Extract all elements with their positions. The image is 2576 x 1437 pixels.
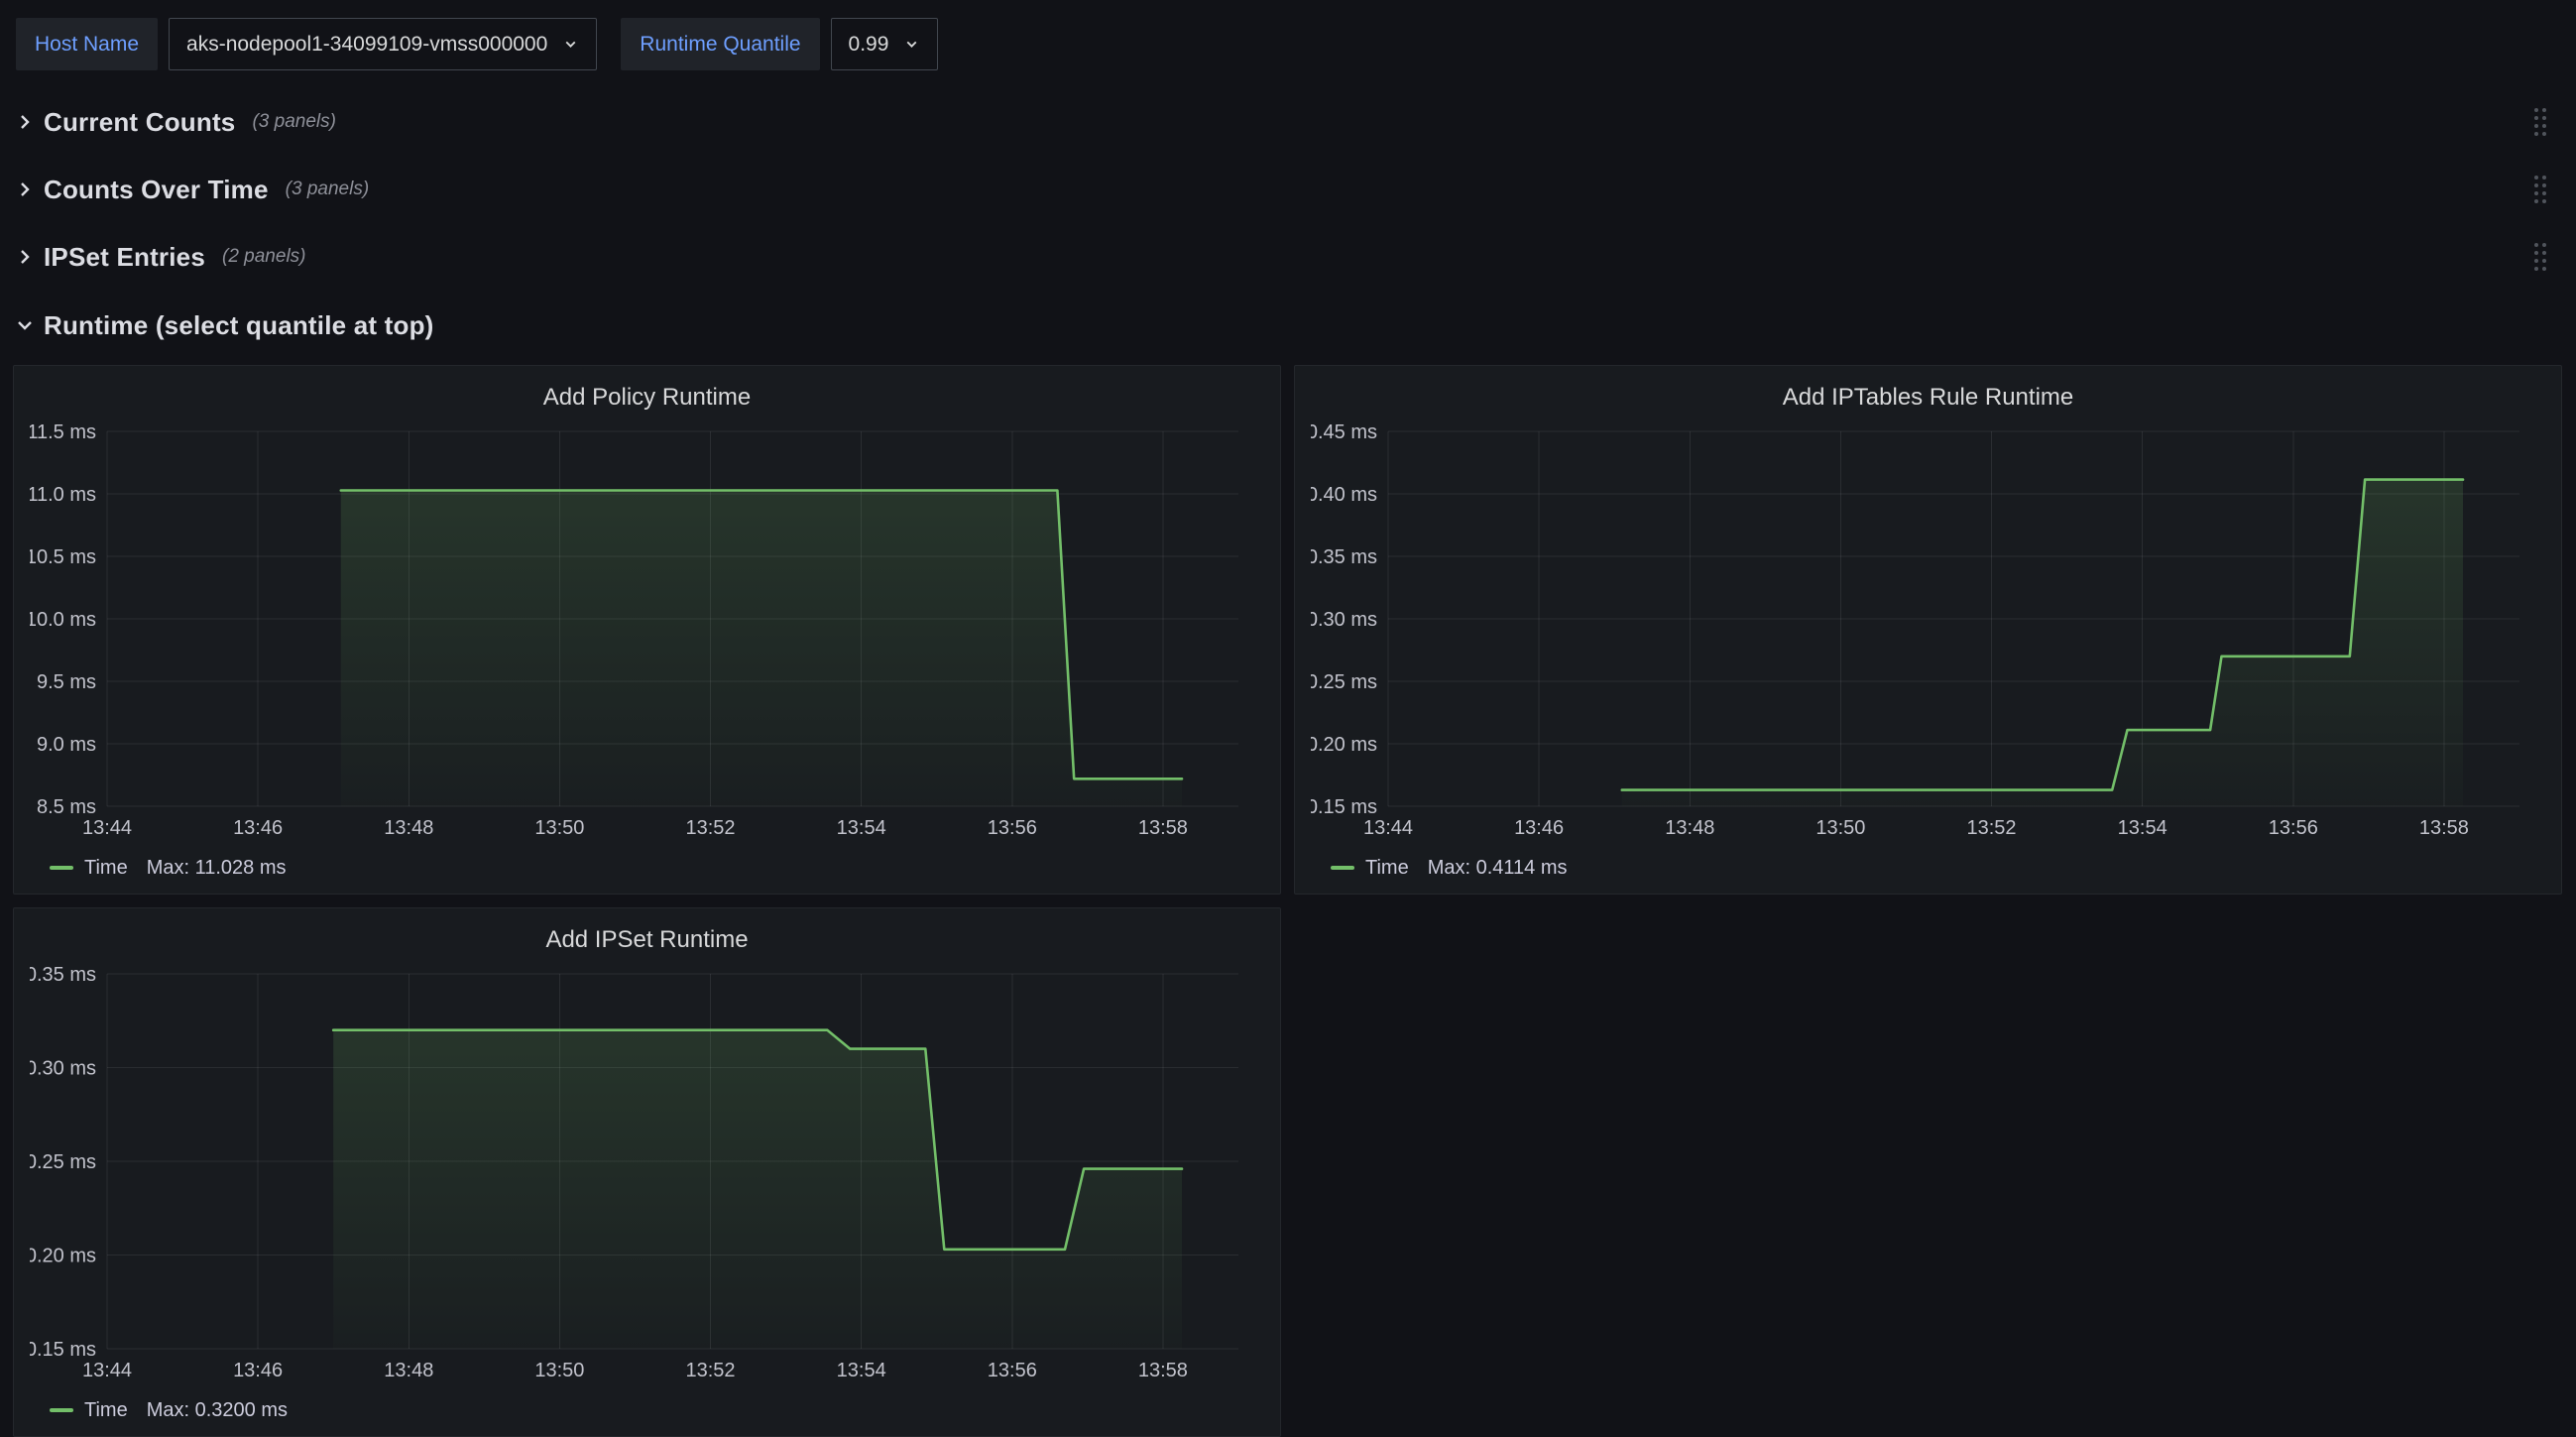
legend-series-name[interactable]: Time bbox=[1365, 856, 1409, 879]
svg-text:13:50: 13:50 bbox=[534, 817, 584, 839]
row-runtime[interactable]: Runtime (select quantile at top) bbox=[0, 291, 2576, 360]
panel-add-ipset-runtime: Add IPSet Runtime 0.15 ms 0.20 ms 0.25 ms 0… bbox=[13, 907, 1281, 1437]
timeseries-chart[interactable]: 8.5 ms 9.0 ms 9.5 ms 10.0 ms 10.5 ms 11.0 ms 1… bbox=[30, 421, 1264, 848]
svg-text:13:58: 13:58 bbox=[1138, 817, 1188, 839]
svg-text:13:46: 13:46 bbox=[1514, 817, 1564, 839]
row-drag-handle[interactable] bbox=[2530, 172, 2550, 207]
svg-text:0.35 ms: 0.35 ms bbox=[30, 964, 96, 986]
row-title: Runtime (select quantile at top) bbox=[44, 309, 434, 340]
chevron-down-icon bbox=[565, 41, 576, 48]
row-title: IPSet Entries bbox=[44, 241, 205, 272]
svg-text:0.15 ms: 0.15 ms bbox=[1311, 796, 1377, 818]
legend-series-name[interactable]: Time bbox=[84, 856, 128, 879]
row-title: Counts Over Time bbox=[44, 174, 269, 204]
svg-text:13:48: 13:48 bbox=[384, 1360, 433, 1381]
row-counts-over-time[interactable]: Counts Over Time (3 panels) bbox=[0, 156, 2576, 223]
legend-series-name[interactable]: Time bbox=[84, 1398, 128, 1421]
svg-text:0.25 ms: 0.25 ms bbox=[1311, 671, 1377, 693]
svg-text:13:52: 13:52 bbox=[1966, 817, 2016, 839]
svg-text:10.5 ms: 10.5 ms bbox=[30, 546, 96, 568]
svg-text:11.5 ms: 11.5 ms bbox=[30, 421, 96, 443]
svg-text:13:50: 13:50 bbox=[1815, 817, 1865, 839]
svg-text:9.0 ms: 9.0 ms bbox=[37, 734, 96, 756]
svg-text:0.25 ms: 0.25 ms bbox=[30, 1151, 96, 1173]
row-panel-count: (2 panels) bbox=[222, 246, 306, 267]
svg-text:13:52: 13:52 bbox=[685, 1360, 735, 1381]
svg-text:13:46: 13:46 bbox=[233, 1360, 283, 1381]
runtime-quantile-select[interactable]: 0.99 bbox=[830, 18, 939, 70]
legend-max-stat: Max: 0.4114 ms bbox=[1427, 856, 1568, 879]
svg-text:13:44: 13:44 bbox=[82, 817, 132, 839]
svg-text:13:56: 13:56 bbox=[2269, 817, 2318, 839]
chevron-down-icon bbox=[18, 321, 32, 330]
panel-title[interactable]: Add IPSet Runtime bbox=[545, 926, 749, 953]
svg-text:13:52: 13:52 bbox=[685, 817, 735, 839]
dashboard-variables-bar: Host Name aks-nodepool1-34099109-vmss000… bbox=[0, 0, 2576, 88]
row-title: Current Counts bbox=[44, 106, 236, 137]
host-name-variable: Host Name aks-nodepool1-34099109-vmss000… bbox=[16, 18, 598, 70]
svg-text:13:46: 13:46 bbox=[233, 817, 283, 839]
svg-text:13:56: 13:56 bbox=[988, 817, 1037, 839]
svg-text:0.45 ms: 0.45 ms bbox=[1311, 421, 1377, 443]
legend-max-stat: Max: 0.3200 ms bbox=[146, 1398, 288, 1421]
svg-text:0.20 ms: 0.20 ms bbox=[30, 1246, 96, 1267]
svg-text:11.0 ms: 11.0 ms bbox=[30, 484, 96, 506]
panels-grid: Add Policy Runtime 8.5 ms 9.0 ms 9.5 ms 10.… bbox=[0, 365, 2576, 1437]
chevron-right-icon bbox=[21, 250, 30, 264]
svg-text:0.15 ms: 0.15 ms bbox=[30, 1339, 96, 1361]
svg-text:13:58: 13:58 bbox=[2419, 817, 2469, 839]
series-color-swatch bbox=[1331, 866, 1354, 870]
svg-text:13:44: 13:44 bbox=[82, 1360, 132, 1381]
chevron-down-icon bbox=[907, 41, 917, 48]
row-ipset-entries[interactable]: IPSet Entries (2 panels) bbox=[0, 223, 2576, 291]
svg-text:9.5 ms: 9.5 ms bbox=[37, 671, 96, 693]
chart-legend: Time Max: 0.4114 ms bbox=[1311, 848, 2545, 888]
host-name-select[interactable]: aks-nodepool1-34099109-vmss000000 bbox=[169, 18, 598, 70]
row-current-counts[interactable]: Current Counts (3 panels) bbox=[0, 88, 2576, 156]
svg-text:13:48: 13:48 bbox=[384, 817, 433, 839]
svg-text:13:48: 13:48 bbox=[1665, 817, 1714, 839]
timeseries-chart[interactable]: 0.15 ms 0.20 ms 0.25 ms 0.30 ms 0.35 ms 13:44… bbox=[30, 964, 1264, 1390]
panel-title[interactable]: Add IPTables Rule Runtime bbox=[1782, 384, 2074, 411]
svg-text:13:56: 13:56 bbox=[988, 1360, 1037, 1381]
chevron-right-icon bbox=[21, 115, 30, 129]
svg-text:13:44: 13:44 bbox=[1363, 817, 1413, 839]
legend-max-stat: Max: 11.028 ms bbox=[146, 856, 287, 879]
row-drag-handle[interactable] bbox=[2530, 239, 2550, 275]
svg-text:13:54: 13:54 bbox=[837, 1360, 886, 1381]
chevron-right-icon bbox=[21, 182, 30, 196]
row-panel-count: (3 panels) bbox=[252, 111, 336, 132]
host-name-label[interactable]: Host Name bbox=[16, 18, 159, 70]
panel-add-policy-runtime: Add Policy Runtime 8.5 ms 9.0 ms 9.5 ms 10.… bbox=[13, 365, 1281, 895]
svg-text:13:54: 13:54 bbox=[837, 817, 886, 839]
panel-add-iptables-rule-runtime: Add IPTables Rule Runtime 0.15 ms 0.20 ms… bbox=[1294, 365, 2562, 895]
chart-legend: Time Max: 0.3200 ms bbox=[30, 1390, 1264, 1430]
svg-text:13:50: 13:50 bbox=[534, 1360, 584, 1381]
row-drag-handle[interactable] bbox=[2530, 104, 2550, 140]
svg-text:0.30 ms: 0.30 ms bbox=[1311, 609, 1377, 631]
timeseries-chart[interactable]: 0.15 ms 0.20 ms 0.25 ms 0.30 ms 0.35 ms 0.40 … bbox=[1311, 421, 2545, 848]
panel-title[interactable]: Add Policy Runtime bbox=[542, 384, 752, 411]
series-color-swatch bbox=[50, 866, 73, 870]
runtime-quantile-value: 0.99 bbox=[848, 32, 889, 56]
row-panel-count: (3 panels) bbox=[285, 179, 370, 199]
svg-text:8.5 ms: 8.5 ms bbox=[37, 796, 96, 818]
runtime-quantile-label[interactable]: Runtime Quantile bbox=[621, 18, 820, 70]
host-name-value: aks-nodepool1-34099109-vmss000000 bbox=[186, 32, 548, 56]
svg-text:13:58: 13:58 bbox=[1138, 1360, 1188, 1381]
dashboard-rows: Current Counts (3 panels) Counts Over Ti… bbox=[0, 88, 2576, 360]
series-color-swatch bbox=[50, 1408, 73, 1412]
svg-text:0.30 ms: 0.30 ms bbox=[30, 1058, 96, 1080]
svg-text:10.0 ms: 10.0 ms bbox=[30, 609, 96, 631]
svg-text:0.40 ms: 0.40 ms bbox=[1311, 484, 1377, 506]
svg-text:0.20 ms: 0.20 ms bbox=[1311, 734, 1377, 756]
svg-text:13:54: 13:54 bbox=[2118, 817, 2167, 839]
runtime-quantile-variable: Runtime Quantile 0.99 bbox=[621, 18, 939, 70]
svg-text:0.35 ms: 0.35 ms bbox=[1311, 546, 1377, 568]
chart-legend: Time Max: 11.028 ms bbox=[30, 848, 1264, 888]
